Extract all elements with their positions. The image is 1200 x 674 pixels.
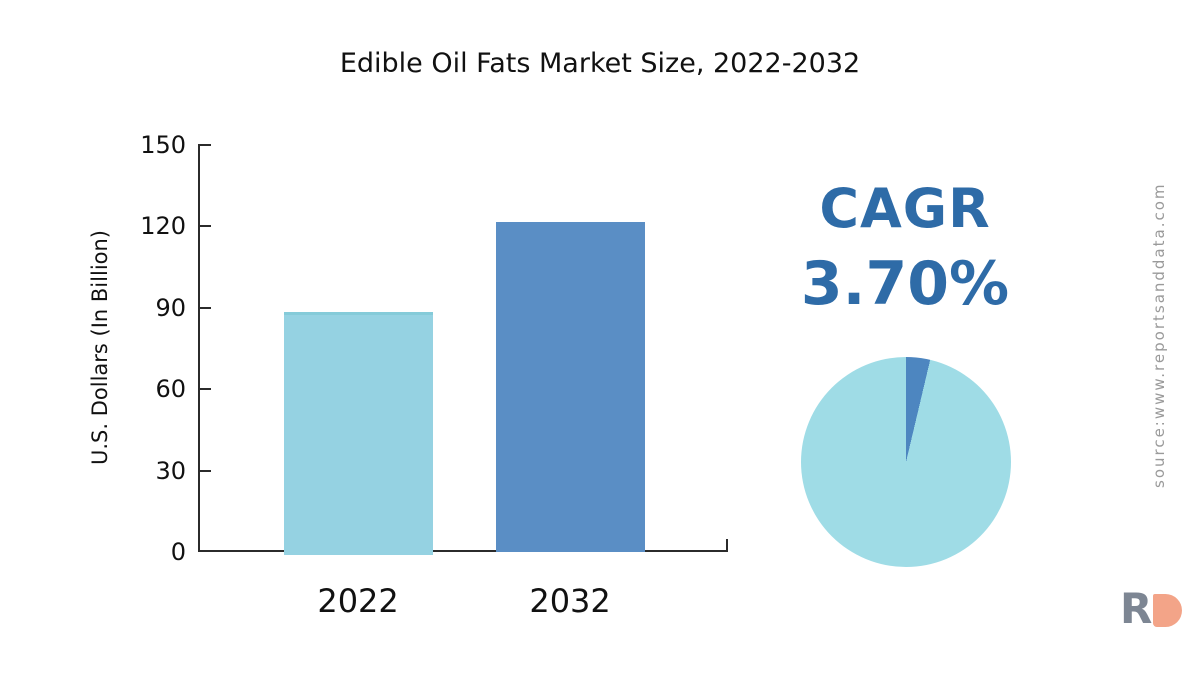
cagr-value: 3.70% [800, 249, 1010, 319]
x-axis-end-tick [726, 539, 728, 552]
x-tick-label-2022: 2022 [317, 582, 399, 620]
bar-2022 [283, 311, 433, 555]
y-tick-mark-90 [198, 306, 211, 309]
y-tick-label-0: 0 [170, 538, 186, 566]
y-tick-label-60: 60 [155, 375, 186, 404]
y-tick-label-120: 120 [140, 212, 186, 241]
source-attribution: source:www.reportsanddata.com [1150, 182, 1168, 489]
logo-letter-r: R [1120, 584, 1153, 633]
reportsanddata-logo: R [1120, 588, 1190, 634]
y-tick-mark-30 [198, 469, 211, 472]
y-tick-label-30: 30 [155, 456, 186, 485]
y-tick-mark-120 [198, 225, 211, 228]
y-tick-label-90: 90 [155, 293, 186, 322]
bar-2032 [495, 222, 645, 552]
cagr-label: CAGR [819, 177, 991, 240]
x-tick-label-2032: 2032 [529, 582, 611, 620]
y-tick-mark-60 [198, 388, 211, 391]
logo-d-shape-icon [1153, 594, 1182, 627]
y-tick-label-150: 150 [140, 131, 186, 159]
y-axis-label: U.S. Dollars (In Billion) [88, 230, 112, 466]
bar-plot-area [198, 145, 728, 552]
cagr-pie-chart [801, 357, 1011, 567]
cagr-annotation: CAGR 3.70% [755, 177, 1055, 319]
y-tick-mark-150 [198, 144, 211, 146]
chart-title: Edible Oil Fats Market Size, 2022-2032 [339, 48, 861, 79]
